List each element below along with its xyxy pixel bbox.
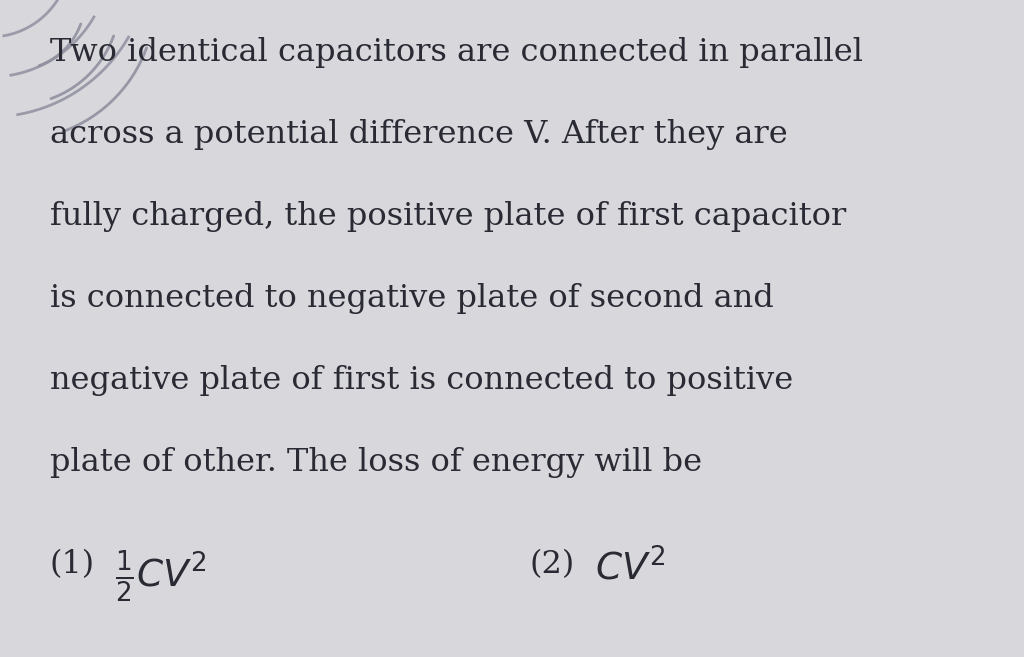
Text: Two identical capacitors are connected in parallel: Two identical capacitors are connected i… <box>50 37 863 68</box>
Text: (2): (2) <box>530 549 575 580</box>
Text: $\frac{1}{2}CV^2$: $\frac{1}{2}CV^2$ <box>115 549 207 605</box>
Text: fully charged, the positive plate of first capacitor: fully charged, the positive plate of fir… <box>50 201 846 232</box>
Text: $CV^2$: $CV^2$ <box>595 549 666 588</box>
Text: across a potential difference V. After they are: across a potential difference V. After t… <box>50 119 787 150</box>
Text: plate of other. The loss of energy will be: plate of other. The loss of energy will … <box>50 447 702 478</box>
Text: negative plate of first is connected to positive: negative plate of first is connected to … <box>50 365 794 396</box>
Text: is connected to negative plate of second and: is connected to negative plate of second… <box>50 283 774 314</box>
Text: (1): (1) <box>50 549 95 580</box>
